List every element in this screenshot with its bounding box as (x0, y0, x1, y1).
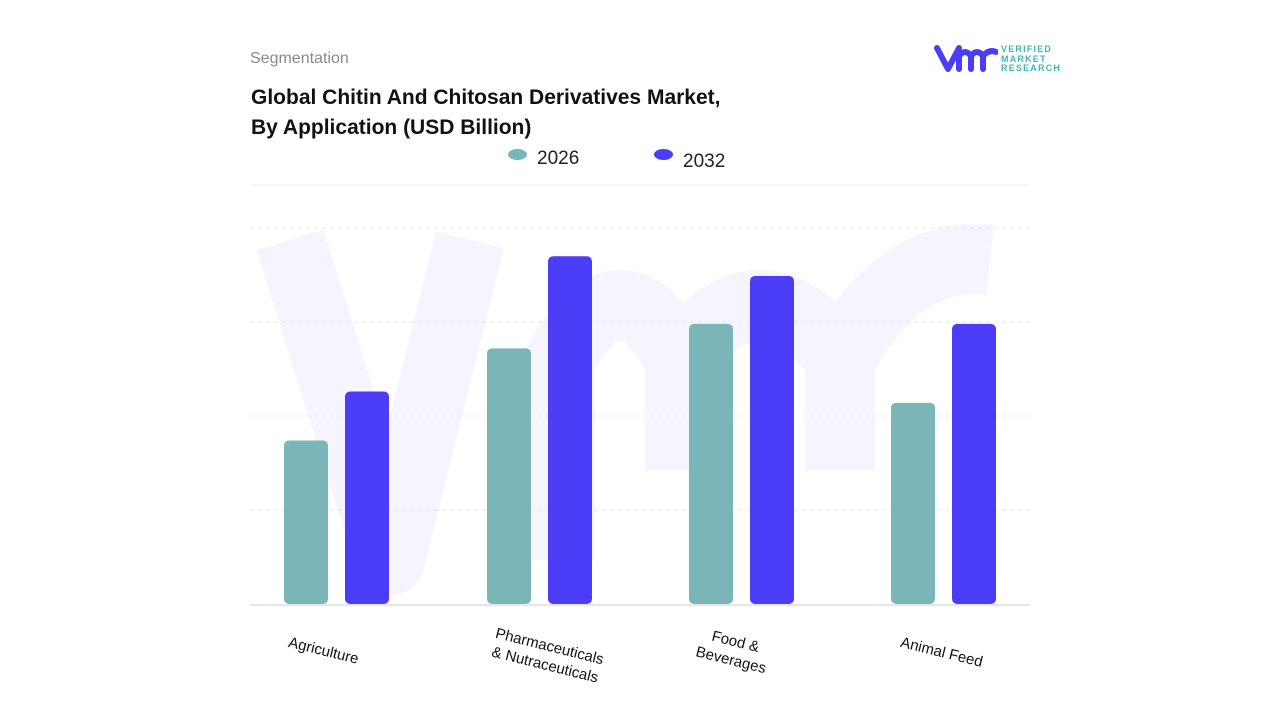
bar-2026-3 (891, 402, 935, 604)
bar-2032-0 (345, 391, 389, 604)
logo-text-2: MARKET (1001, 53, 1047, 64)
watermark (256, 224, 994, 595)
chart-title: Global Chitin And Chitosan Derivatives M… (251, 83, 811, 143)
logo-text: VERIFIED MARKET RESEARCH (1001, 44, 1062, 74)
bar-2032-3 (952, 323, 996, 604)
legend-swatch-2026 (508, 149, 527, 160)
legend-label-2032: 2032 (683, 151, 726, 172)
legend-swatch-2032 (654, 149, 673, 160)
vmr-logo-icon (934, 45, 998, 72)
logo-text-3: RESEARCH (1001, 63, 1062, 73)
bar-2026-0 (284, 440, 328, 604)
title-line-2: By Application (USD Billion) (251, 116, 532, 139)
logo-text-1: VERIFIED (1001, 44, 1053, 54)
segment-label: Segmentation (250, 50, 349, 67)
bar-2026-2 (689, 323, 733, 604)
legend-label-2026: 2026 (537, 148, 580, 169)
title-line-1: Global Chitin And Chitosan Derivatives M… (251, 86, 721, 109)
bar-2032-1 (548, 256, 592, 604)
bar-2026-1 (487, 348, 531, 604)
bar-2032-2 (750, 275, 794, 604)
